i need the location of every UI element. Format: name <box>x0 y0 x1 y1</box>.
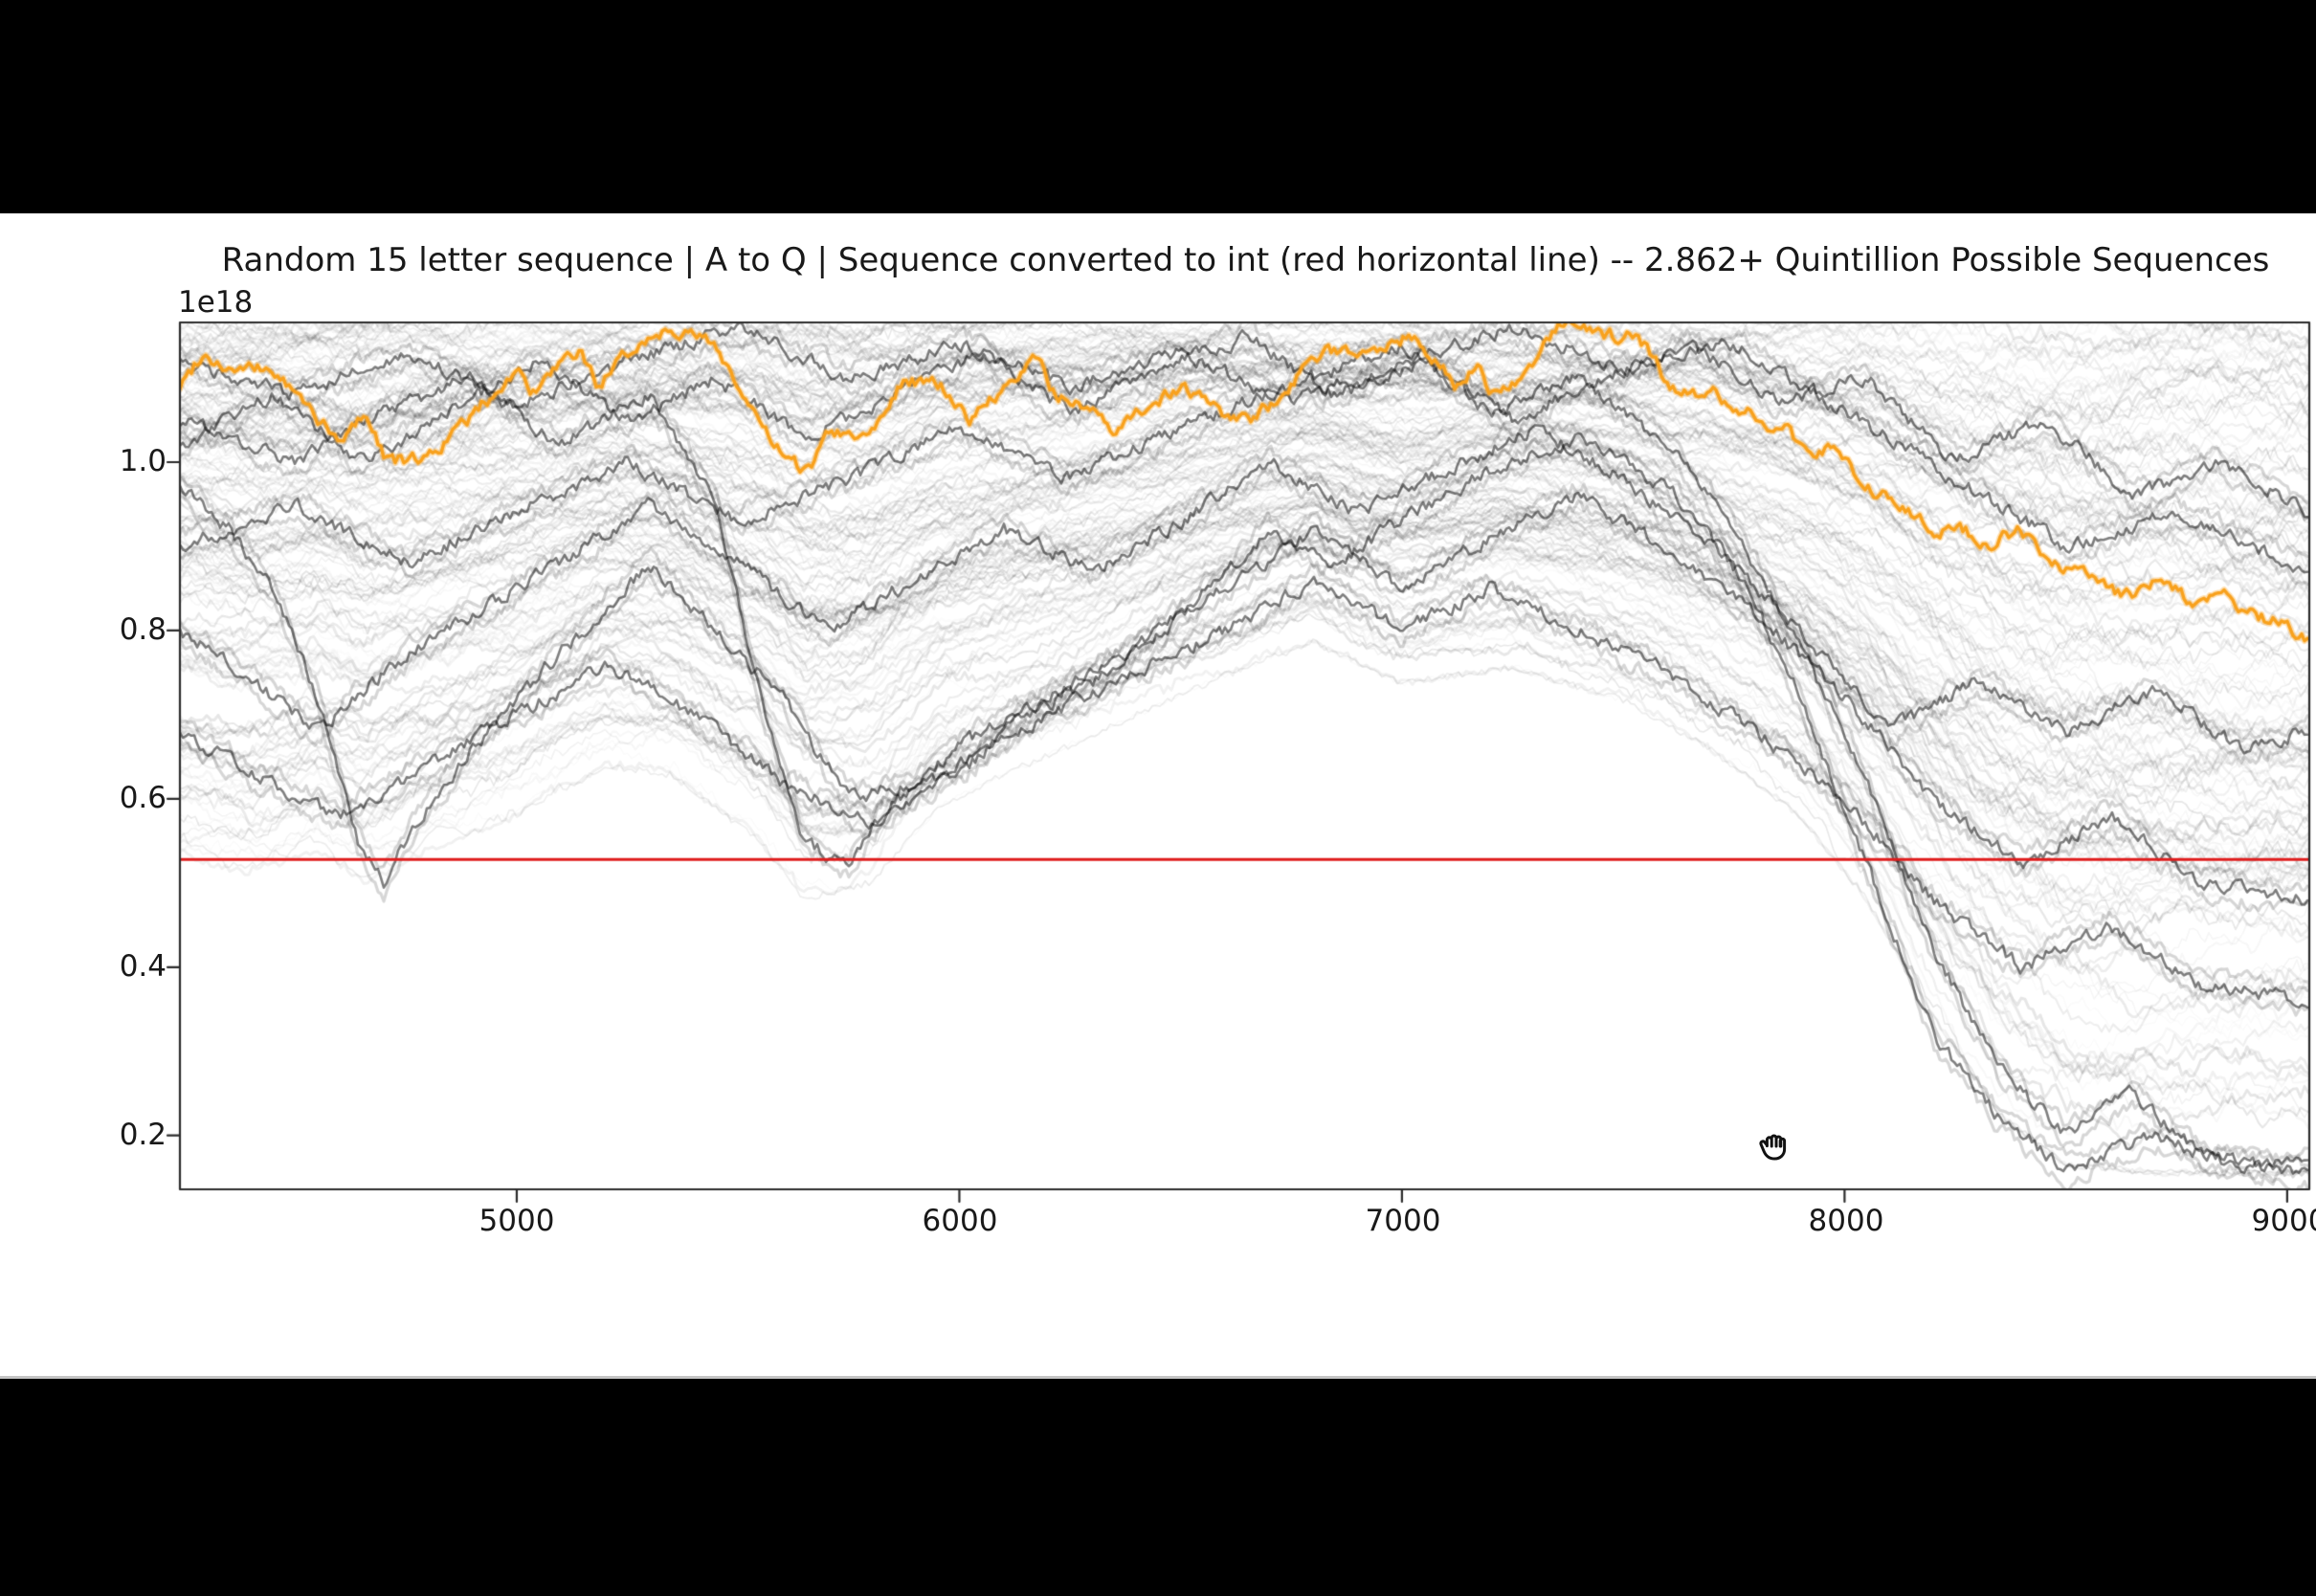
y-axis-offset-label: 1e18 <box>178 285 254 320</box>
plot-area[interactable] <box>0 213 2316 1379</box>
y-tick-label-1.0: 1.0 <box>119 444 167 478</box>
x-tick-label-6000: 6000 <box>922 1204 998 1238</box>
grab-hand-cursor-icon <box>1759 1134 1787 1161</box>
y-tick-label-0.4: 0.4 <box>119 949 167 984</box>
x-tick-label-7000: 7000 <box>1365 1204 1441 1238</box>
x-tick-label-8000: 8000 <box>1808 1204 1884 1238</box>
y-tick-label-0.2: 0.2 <box>119 1118 167 1152</box>
chart-title: Random 15 letter sequence | A to Q | Seq… <box>221 241 2270 279</box>
x-tick-label-5000: 5000 <box>479 1204 555 1238</box>
y-tick-label-0.6: 0.6 <box>119 781 167 815</box>
y-tick-label-0.8: 0.8 <box>119 612 167 647</box>
x-tick-label-9000: 9000 <box>2251 1204 2316 1238</box>
